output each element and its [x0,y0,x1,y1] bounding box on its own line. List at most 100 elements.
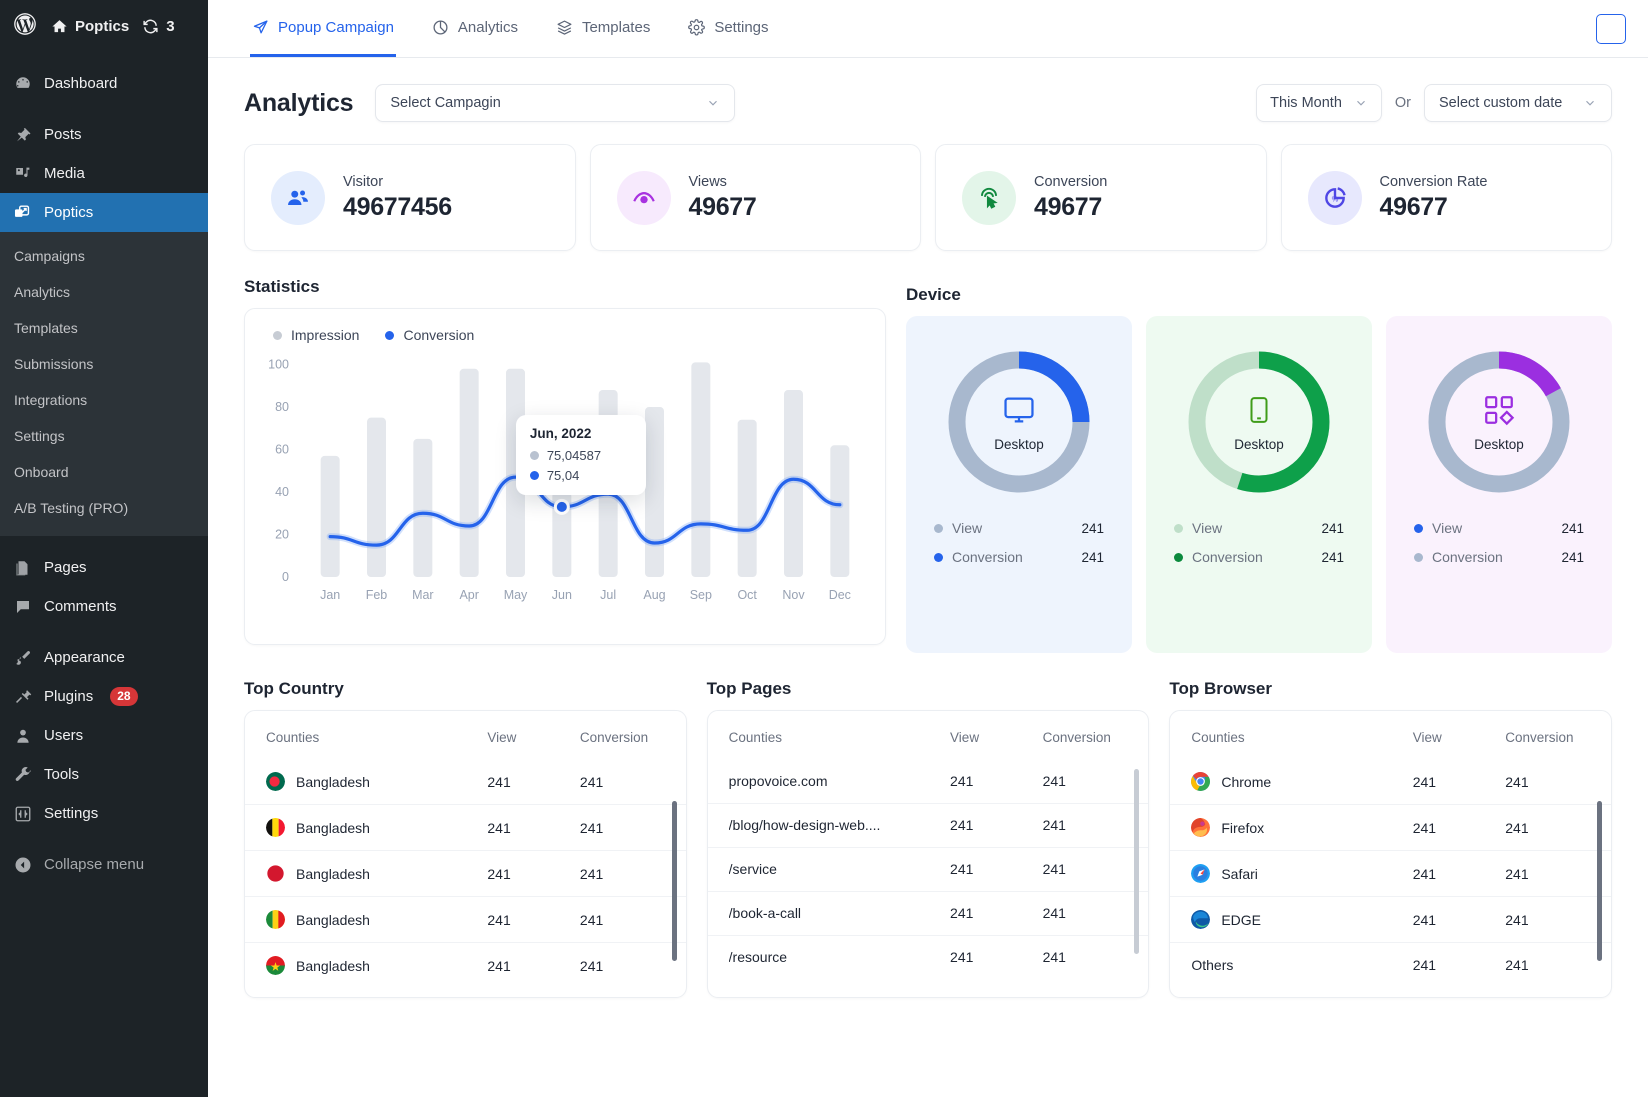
row-label: Bangladesh [296,819,370,836]
table-scrollbar[interactable] [671,769,677,981]
table-row[interactable]: /resource 241 241 [707,934,1149,979]
month-range-select[interactable]: This Month [1256,84,1382,122]
row-view: 241 [487,804,580,851]
chart-plot-area[interactable]: 0 20 40 60 80 100 Jan Feb Mar Apr May Jun Jul Aug Sep… [263,349,867,611]
top-right-action-button[interactable] [1596,14,1626,44]
legend-label: Impression [291,327,360,343]
tab-settings[interactable]: Settings [686,0,770,57]
col-counties[interactable]: Counties [728,730,782,745]
table-row[interactable]: /blog/how-design-web.... 241 241 [707,802,1149,847]
sidebar-item-pages[interactable]: Pages [0,548,208,587]
sidebar-item-media[interactable]: Media [0,154,208,193]
row-label: Safari [1221,865,1258,882]
table-row[interactable]: Safari 241 241 [1170,850,1612,897]
sidebar-item-onboard[interactable]: Onboard [14,464,69,480]
table-row[interactable]: Bangladesh 241 241 [245,850,686,897]
device-legend-conversion: Conversion 241 [1174,549,1344,565]
legend-dot-view [1174,523,1183,533]
sidebar-item-ab-testing[interactable]: A/B Testing (PRO) [14,500,129,516]
send-icon [252,19,269,36]
tab-templates[interactable]: Templates [554,0,652,57]
table-scrollbar[interactable] [1597,769,1603,981]
col-view[interactable]: View [950,730,980,745]
scrollbar-thumb[interactable] [1597,801,1603,961]
row-conversion: 241 [579,773,604,790]
sidebar-item-analytics[interactable]: Analytics [14,284,71,300]
sidebar-item-poptics[interactable]: Poptics [0,193,208,232]
flag-bangladesh-icon [266,772,285,791]
col-view[interactable]: View [1412,730,1442,745]
scrollbar-thumb[interactable] [1134,769,1140,954]
col-view[interactable]: View [487,730,517,745]
brush-icon [12,647,33,668]
col-conversion[interactable]: Conversion [1505,730,1574,745]
sidebar-item-plugins[interactable]: Plugins 28 [0,677,208,716]
svg-text:Feb: Feb [366,588,388,602]
table-row[interactable]: Bangladesh 241 241 [245,759,686,805]
table-row[interactable]: Bangladesh 241 241 [245,804,686,851]
row-view: 241 [950,772,974,789]
top-pages-section: Top Pages Counties View Conversion propo… [706,679,1150,998]
stat-card-conversion: Conversion 49677 [935,144,1267,251]
sidebar-item-templates[interactable]: Templates [14,320,78,336]
sidebar-item-comments[interactable]: Comments [0,587,208,626]
sidebar-item-tools[interactable]: Tools [0,755,208,794]
row-view: 241 [1412,850,1506,897]
sidebar-item-settings[interactable]: Settings [14,428,65,444]
col-conversion[interactable]: Conversion [1042,730,1111,745]
table-row[interactable]: Chrome 241 241 [1170,759,1611,805]
table-row[interactable]: Bangladesh 241 241 [245,942,686,988]
site-name-link[interactable]: Poptics [51,18,129,35]
gear-icon [688,18,706,36]
legend-value: 241 [1081,549,1104,565]
legend-dot-view [934,523,943,533]
wordpress-logo-icon[interactable] [12,11,38,41]
donut-label: Desktop [1474,436,1524,452]
col-conversion[interactable]: Conversion [579,730,649,745]
sidebar-item-users[interactable]: Users [0,716,208,755]
sidebar-item-dashboard[interactable]: Dashboard [0,64,208,103]
menu-separator [0,833,208,845]
sidebar-item-appearance[interactable]: Appearance [0,638,208,677]
sidebar-item-integrations[interactable]: Integrations [14,392,88,408]
scrollbar-thumb[interactable] [671,801,677,961]
custom-date-select[interactable]: Select custom date [1424,84,1612,122]
table-row[interactable]: Others 241 241 [1170,942,1612,987]
collapse-menu-button[interactable]: Collapse menu [0,845,208,884]
sidebar-item-submissions[interactable]: Submissions [14,356,94,372]
chart-y-axis-labels: 0 20 40 60 80 100 [268,358,289,584]
table-row[interactable]: /book-a-call 241 241 [707,890,1149,935]
site-name-label: Poptics [75,17,130,35]
updates-indicator[interactable]: 3 [142,18,175,35]
top-pages-title: Top Pages [706,679,792,698]
legend-impression[interactable]: Impression [273,327,359,343]
sidebar-item-settings-wp[interactable]: Settings [0,794,208,833]
stat-card-views: Views 49677 [589,144,921,251]
legend-conversion[interactable]: Conversion [385,327,474,343]
campaign-select[interactable]: Select Campagin [375,84,736,122]
collapse-icon [12,854,33,875]
sidebar-item-campaigns[interactable]: Campaigns [14,248,85,264]
col-counties[interactable]: Counties [1191,730,1245,745]
monitor-icon [1002,393,1036,432]
table-row[interactable]: Bangladesh 241 241 [245,896,686,943]
table-row[interactable]: Firefox 241 241 [1170,804,1612,851]
stat-card-text: Conversion Rate 49677 [1380,174,1488,222]
poptics-submenu: Campaigns Analytics Templates Submission… [0,232,208,536]
stat-value: 49677456 [343,192,452,221]
col-counties[interactable]: Counties [266,730,320,745]
page-title: Analytics [244,88,354,117]
top-browser-card: Counties View Conversion Chrome 241 241 Fi… [1169,710,1613,998]
table-row[interactable]: propovoice.com 241 241 [708,759,1149,803]
dashboard-icon [12,73,33,94]
tab-analytics[interactable]: Analytics [430,0,520,57]
table-row[interactable]: /service 241 241 [707,846,1149,891]
flag-burkina-icon [266,956,285,975]
percent-chart-icon: % [1307,170,1362,225]
sidebar-item-posts[interactable]: Posts [0,115,208,154]
table-scrollbar[interactable] [1134,769,1140,981]
table-row[interactable]: EDGE 241 241 [1170,896,1612,943]
tab-popup-campaign[interactable]: Popup Campaign [250,0,396,57]
donut-chart-3: Desktop [1423,346,1575,498]
